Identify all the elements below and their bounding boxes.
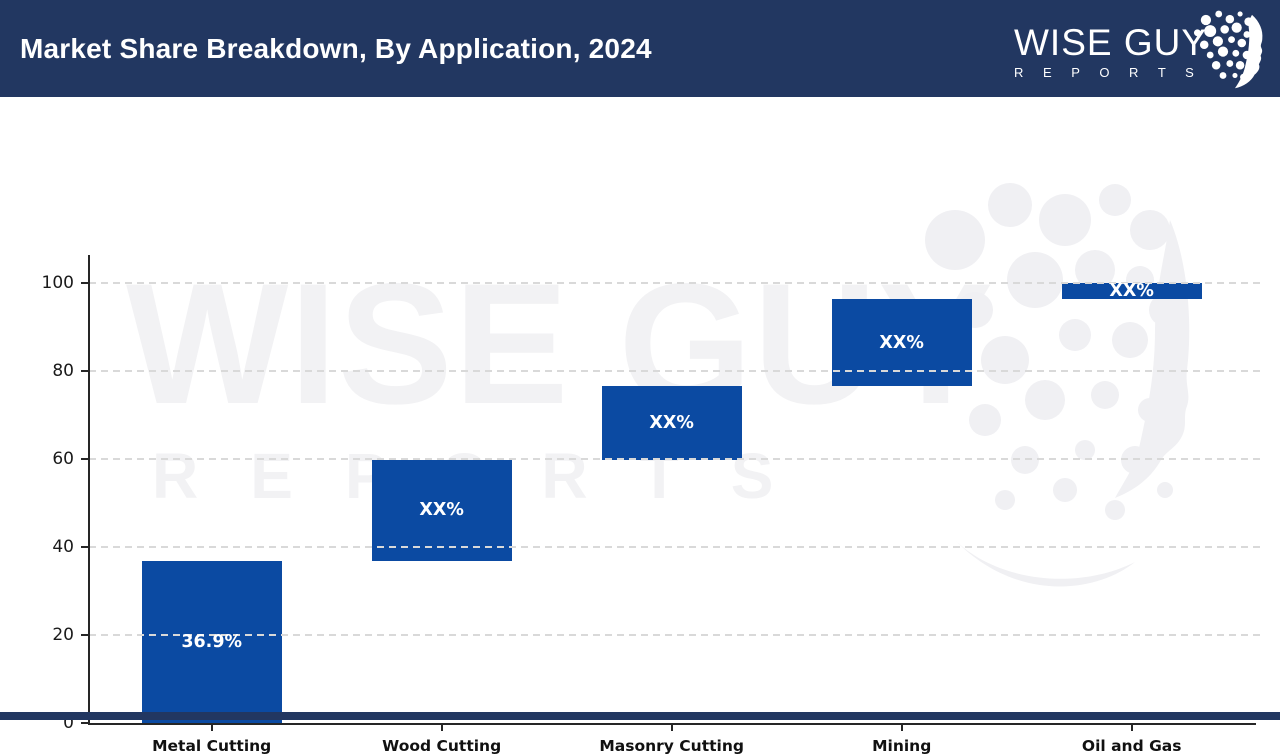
gridline <box>89 458 1262 460</box>
gridline <box>89 282 1262 284</box>
logo-face-icon <box>1193 10 1263 89</box>
x-tick-mark <box>1130 724 1133 731</box>
bar: XX%XX% <box>371 460 512 561</box>
y-tick-mark <box>81 370 89 372</box>
y-tick-label: 100 <box>41 273 74 293</box>
y-axis-line <box>88 255 90 725</box>
bar-label-clip: XX% <box>602 386 742 460</box>
gridline <box>89 634 1262 636</box>
bar-fill <box>601 386 742 461</box>
gridline <box>89 546 1262 548</box>
bar-label: 36.9% <box>181 631 243 652</box>
x-category-label: Wood Cutting <box>382 737 502 755</box>
bar-label: XX% <box>649 413 694 434</box>
y-tick-label: 60 <box>52 449 74 469</box>
bar-label: XX% <box>879 332 924 353</box>
bar-fill <box>371 460 512 561</box>
x-category-label: Masonry Cutting <box>599 737 744 755</box>
bar-label-clip: XX% <box>832 299 972 387</box>
bar: XX%XX% <box>601 386 742 461</box>
x-category-label: Mining <box>872 737 932 755</box>
y-tick-label: 40 <box>52 537 74 557</box>
footer-bar <box>0 712 1280 720</box>
y-tick-mark <box>81 282 89 284</box>
y-tick-label: 80 <box>52 361 74 381</box>
page-title: Market Share Breakdown, By Application, … <box>20 33 652 64</box>
x-tick-mark <box>440 724 443 731</box>
x-category-label: Metal Cutting <box>152 737 272 755</box>
x-tick-mark <box>210 724 213 731</box>
x-category-label: Oil and Gas <box>1081 737 1182 755</box>
bar-label: XX% <box>419 500 464 521</box>
bar: XX%XX% <box>1061 281 1202 301</box>
logo-text: WISE GUY R E P O R T S <box>1014 22 1208 81</box>
logo-name: WISE GUY <box>1014 22 1208 63</box>
x-tick-mark <box>900 724 903 731</box>
y-tick-label: 20 <box>52 625 74 645</box>
bar: XX%XX% <box>831 298 972 387</box>
bar-label: XX% <box>1109 283 1154 299</box>
gridline <box>89 370 1262 372</box>
bar-label-clip: 36.9% <box>142 561 282 723</box>
bar-fill <box>141 560 282 723</box>
logo: WISE GUY R E P O R T S <box>1014 8 1266 90</box>
bar: 36.9%36.9% <box>141 560 282 723</box>
bar-label-clip: XX% <box>1062 283 1202 299</box>
bar-label-clip: XX% <box>372 460 512 560</box>
y-tick-mark <box>81 546 89 548</box>
header-bar: Market Share Breakdown, By Application, … <box>0 0 1280 97</box>
logo-tagline: R E P O R T S <box>1014 65 1202 80</box>
y-tick-mark <box>81 458 89 460</box>
bar-fill <box>1061 283 1202 299</box>
y-tick-mark <box>81 634 89 636</box>
x-tick-mark <box>670 724 673 731</box>
